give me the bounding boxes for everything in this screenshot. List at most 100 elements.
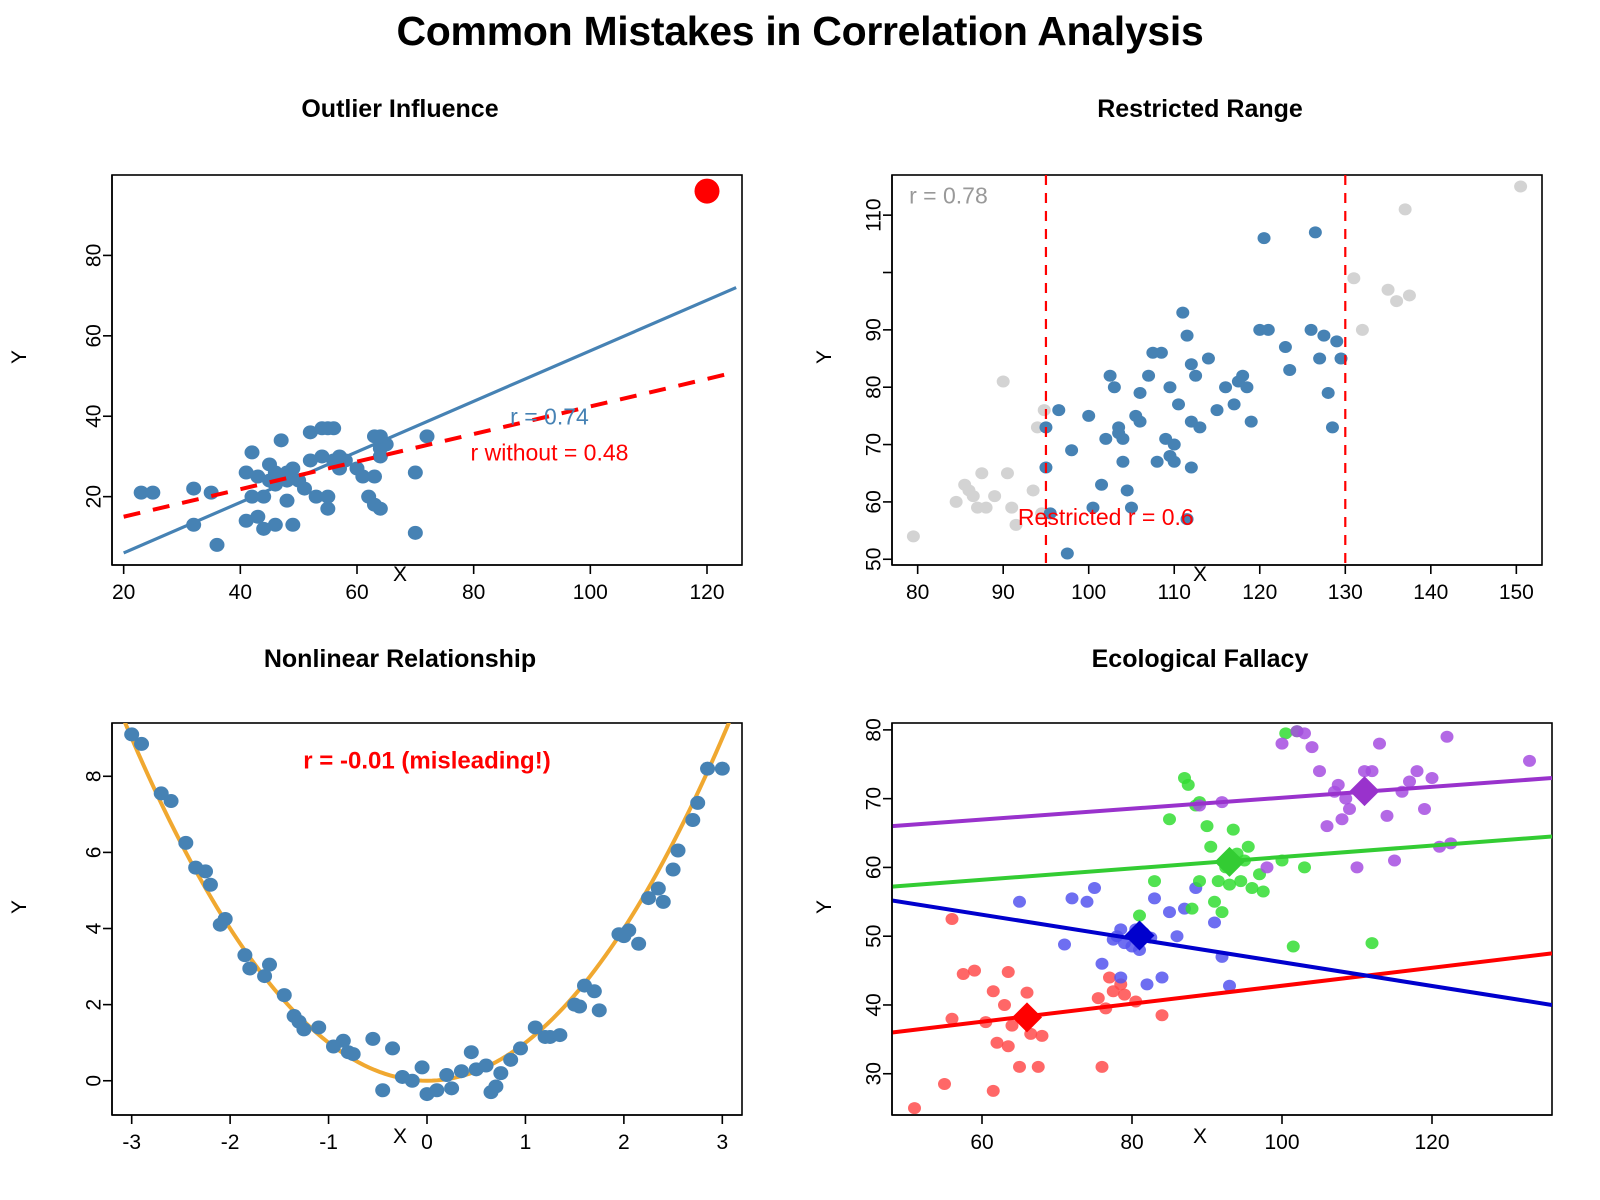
data-point-blue: [355, 469, 371, 484]
regression-line-group-blue: [892, 898, 1552, 1007]
data-point-blue: [326, 421, 342, 436]
panel-outlier-influence: Outlier Influence 20 40 60 80 100 120 20 40 60 80…: [0, 95, 800, 615]
data-point-group-purple: [1440, 730, 1454, 743]
data-point-restricted: [1120, 484, 1134, 497]
data-point-group-red: [986, 1084, 1000, 1097]
data-point-group-blue: [1058, 938, 1071, 951]
data-point-blue: [203, 485, 219, 500]
x-tick-label: 2: [618, 1131, 630, 1154]
data-point-group-red: [956, 968, 970, 981]
centroid-diamond-group-blue: [1124, 920, 1155, 951]
regression-line-without-outlier: [123, 370, 737, 519]
data-point-blue: [372, 449, 388, 464]
data-point-blue: [250, 509, 266, 524]
data-point-excluded: [1398, 203, 1412, 216]
data-point-excluded: [1037, 404, 1051, 417]
x-tick-label: 60: [345, 581, 368, 604]
data-point-blue: [665, 862, 681, 877]
data-point-group-red: [1155, 1009, 1169, 1022]
panel-title-ecological-fallacy: Ecological Fallacy: [1091, 645, 1309, 673]
annotation-r-restricted: Restricted r = 0.6: [1018, 504, 1194, 530]
data-point-blue: [586, 984, 602, 999]
data-point-group-red: [945, 1012, 959, 1025]
data-point-group-green: [1148, 875, 1161, 888]
axis-label-x-1: X: [392, 563, 407, 586]
data-point-blue: [404, 1073, 420, 1088]
data-point-restricted: [1133, 386, 1147, 399]
data-point-blue: [690, 795, 706, 810]
axis-label-y-1: Y: [8, 350, 31, 365]
data-point-group-blue: [1170, 930, 1184, 943]
y-tick-label: 6: [83, 847, 106, 859]
panel-title-outlier-influence: Outlier Influence: [301, 95, 499, 123]
data-point-group-green: [1133, 909, 1146, 922]
data-point-restricted: [1313, 352, 1327, 365]
data-point-blue: [244, 445, 260, 460]
x-tick-label: 80: [906, 581, 929, 604]
x-tick-label: 120: [1242, 581, 1277, 604]
plot-content: [123, 178, 737, 555]
data-point-group-green: [1226, 823, 1240, 836]
data-point-group-green: [1211, 875, 1225, 888]
data-point-group-purple: [1380, 809, 1394, 822]
data-point-excluded: [1347, 272, 1361, 285]
y-tick-label: 110: [863, 198, 886, 231]
data-point-restricted: [1321, 386, 1335, 399]
x-tick-label: -3: [122, 1131, 141, 1154]
data-point-group-green: [1286, 940, 1300, 953]
y-tick-label: 40: [83, 405, 106, 428]
x-tick-label: 80: [462, 581, 485, 604]
data-point-blue: [302, 453, 318, 468]
data-point-group-red: [938, 1078, 951, 1091]
data-point-excluded: [1390, 295, 1404, 308]
data-point-group-blue: [1114, 923, 1128, 936]
y-tick-label: 60: [863, 856, 886, 879]
data-point-excluded: [988, 490, 1002, 503]
data-point-restricted: [1278, 341, 1292, 354]
x-tick-label: 20: [112, 581, 135, 604]
data-point-group-red: [1103, 971, 1116, 984]
data-point-group-blue: [1140, 978, 1154, 991]
y-tick-label: 90: [863, 318, 886, 341]
data-point-group-blue: [1163, 906, 1176, 919]
data-point-blue: [296, 1022, 312, 1037]
data-point-restricted: [1052, 404, 1066, 417]
y-axis: 30 40 50 60 70 80: [863, 718, 893, 1115]
data-point-blue: [163, 794, 179, 809]
data-point-group-purple: [1343, 802, 1356, 815]
data-point-blue: [714, 761, 730, 776]
x-tick-label: 40: [229, 581, 252, 604]
data-point-blue: [186, 481, 202, 496]
data-point-restricted: [1124, 501, 1138, 514]
data-point-group-green: [1241, 840, 1255, 853]
data-point-group-green: [1298, 861, 1311, 874]
data-point-group-red: [1001, 1040, 1015, 1053]
quadratic-fit-curve: [123, 723, 731, 1083]
data-point-excluded: [1381, 283, 1395, 296]
data-point-blue: [640, 891, 656, 906]
data-point-restricted: [1227, 398, 1241, 411]
plot-content: [906, 175, 1528, 565]
data-point-blue: [198, 864, 214, 879]
data-point-restricted: [1065, 444, 1079, 457]
data-point-restricted: [1176, 306, 1190, 319]
x-tick-label: 140: [1413, 581, 1448, 604]
data-point-group-purple: [1410, 765, 1424, 778]
y-tick-label: 4: [83, 922, 106, 934]
data-point-blue: [503, 1052, 519, 1067]
data-point-blue: [153, 786, 169, 801]
x-tick-label: 120: [689, 581, 724, 604]
data-point-group-blue: [1013, 895, 1026, 908]
data-point-restricted: [1261, 323, 1275, 336]
data-point-blue: [385, 1041, 401, 1056]
plot-nonlinear-relationship: -3 -2 -1 0 1 2 3 0 2 4 6 8 r = -0.01 (misleading!): [83, 722, 743, 1154]
data-point-blue: [513, 1041, 529, 1056]
data-point-blue: [572, 999, 588, 1014]
data-point-blue: [209, 537, 225, 552]
data-point-group-red: [968, 964, 981, 977]
axis-label-y-3: Y: [8, 900, 31, 915]
data-point-group-red: [1091, 992, 1105, 1005]
plot-outlier-influence: 20 40 60 80 100 120 20 40 60 80 r = 0.74 r without …: [83, 174, 743, 604]
data-point-blue: [308, 489, 324, 504]
data-point-restricted: [1317, 329, 1331, 342]
